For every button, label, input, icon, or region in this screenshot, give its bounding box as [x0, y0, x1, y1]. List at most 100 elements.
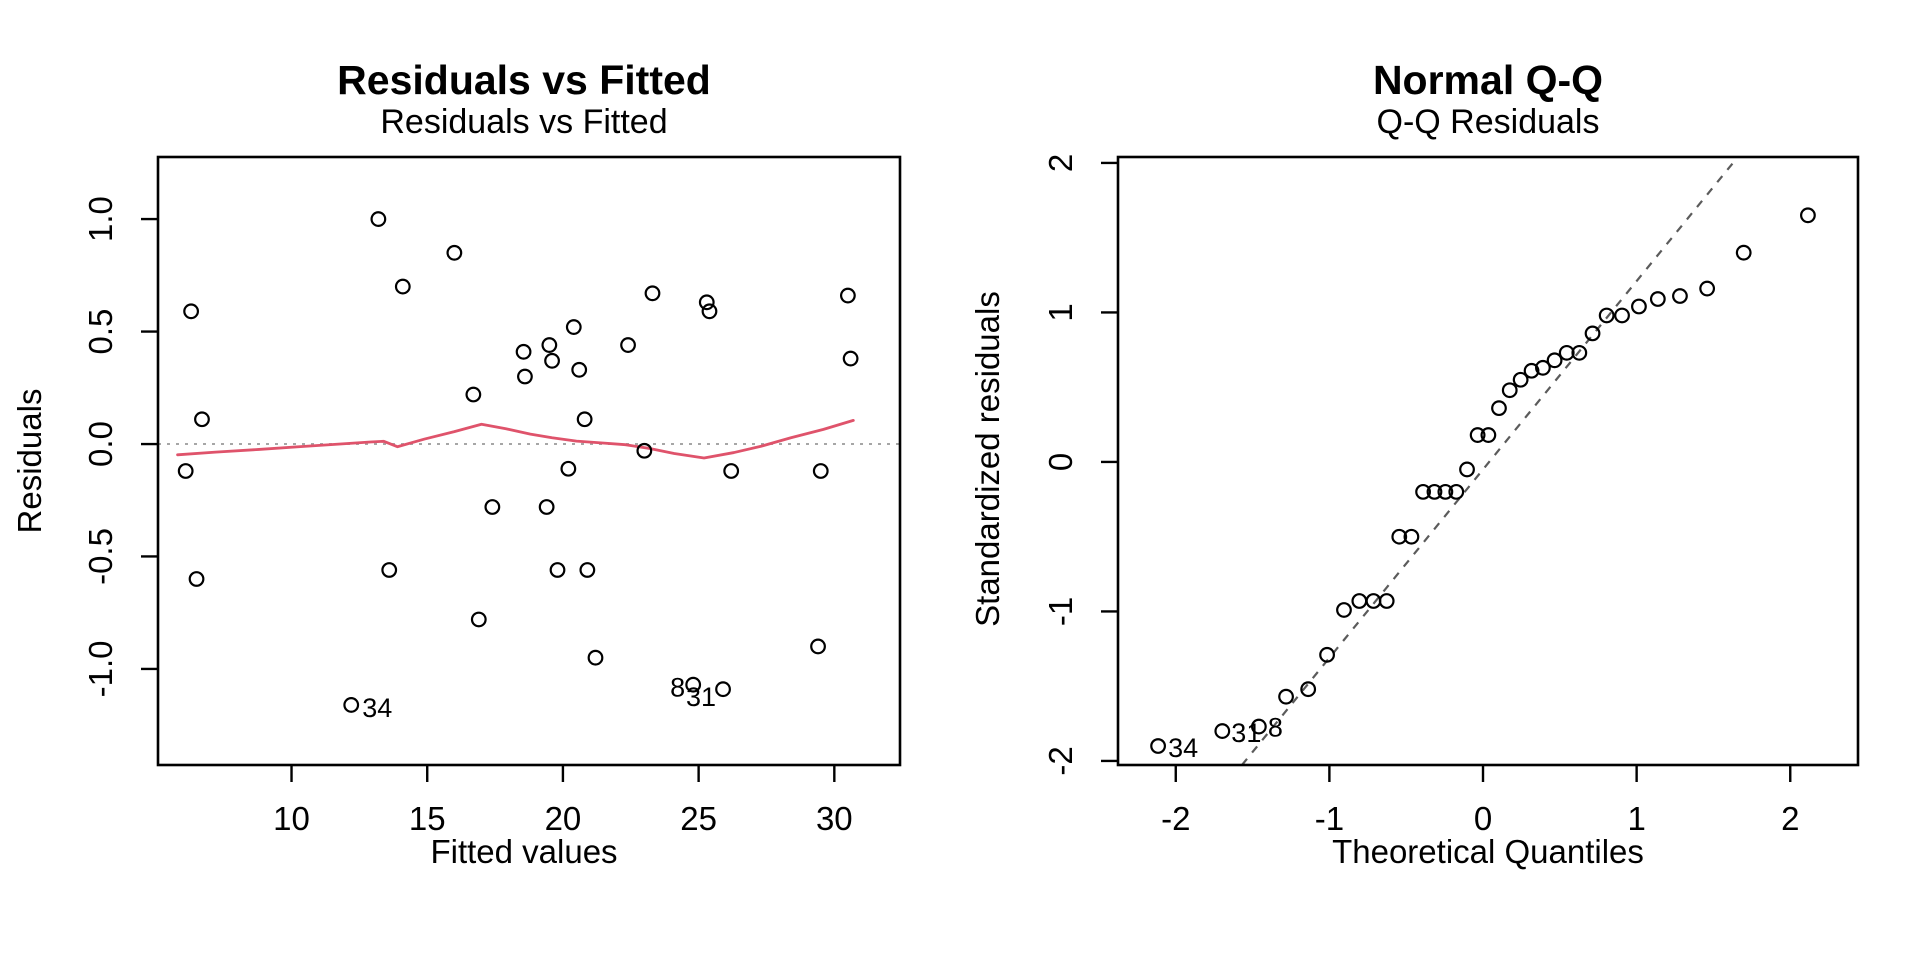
data-point	[1735, 244, 1752, 261]
data-point	[465, 386, 482, 403]
x-tick-label: 2	[1781, 800, 1799, 837]
data-point	[1535, 359, 1551, 376]
data-point	[381, 562, 398, 578]
right-plot-ylabel: Standardized residuals	[969, 291, 1006, 627]
data-point	[636, 442, 653, 459]
point-label: 8	[1268, 713, 1283, 743]
data-point	[1437, 483, 1454, 500]
x-tick-label: 10	[273, 800, 310, 837]
x-tick-label: 20	[545, 800, 582, 837]
data-point	[1800, 207, 1816, 224]
data-point	[177, 463, 194, 479]
data-point	[620, 337, 636, 353]
data-point	[1319, 646, 1335, 663]
plot-frame	[156, 155, 902, 767]
data-point	[1150, 738, 1166, 754]
data-point	[1672, 288, 1688, 304]
data-point	[698, 294, 715, 311]
data-point	[549, 562, 566, 578]
data-point	[685, 676, 702, 693]
right-plot-xlabel: Theoretical Quantiles	[1332, 833, 1644, 870]
data-point	[1415, 483, 1431, 500]
y-tick-label: 2	[1042, 154, 1079, 172]
data-point	[517, 368, 533, 385]
data-point	[470, 611, 487, 628]
data-point	[1391, 528, 1408, 545]
data-point	[812, 463, 829, 479]
data-point	[842, 350, 859, 367]
data-point	[1614, 307, 1630, 324]
left-plot-xlabel: Fitted values	[430, 833, 618, 870]
data-point	[1300, 681, 1317, 698]
data-point	[1448, 483, 1465, 500]
plot-frame	[1116, 155, 1860, 767]
left-plot-title: Residuals vs Fitted	[337, 57, 711, 103]
data-point	[1631, 298, 1647, 315]
y-tick-label: -1	[1042, 597, 1079, 626]
data-point	[715, 681, 731, 698]
data-point	[538, 499, 555, 515]
data-point	[579, 562, 596, 578]
data-point	[701, 303, 718, 320]
y-tick-label: 0.5	[82, 309, 119, 355]
y-tick-label: -1.0	[82, 641, 119, 698]
data-point	[1278, 688, 1294, 705]
data-point	[484, 499, 501, 515]
y-tick-label: 1.0	[82, 196, 119, 242]
data-point	[1598, 307, 1615, 324]
data-point	[541, 337, 558, 353]
data-point	[1365, 593, 1382, 609]
data-point	[1649, 291, 1666, 307]
y-tick-label: -2	[1042, 746, 1079, 775]
data-point	[1491, 400, 1507, 417]
data-point	[446, 244, 463, 261]
data-point	[194, 411, 210, 428]
data-point	[810, 638, 826, 655]
data-point	[183, 303, 200, 320]
x-tick-label: 15	[409, 800, 446, 837]
data-point	[1214, 723, 1231, 739]
data-point	[1250, 718, 1267, 735]
right-plot-subtitle: Q-Q Residuals	[1376, 103, 1600, 141]
data-point	[1699, 280, 1716, 297]
data-point	[571, 361, 588, 378]
y-tick-label: -0.5	[82, 528, 119, 585]
left-plot: 34 8 31 10 15 20 25 30 -1.0 -0.5 0.0 0.5 1.0	[82, 155, 902, 837]
data-point	[644, 285, 661, 302]
right-plot: 34 31 8 -2 -1 0 1 2 -2 -1 0 1 2	[1042, 154, 1860, 837]
data-point	[1426, 483, 1443, 500]
data-point	[1501, 382, 1518, 399]
data-point	[560, 460, 577, 477]
data-point	[544, 352, 560, 369]
data-point	[1584, 325, 1601, 342]
data-point	[1403, 528, 1420, 545]
point-label: 31	[1231, 718, 1261, 748]
data-point	[394, 278, 411, 295]
point-label: 34	[1168, 733, 1198, 763]
y-tick-label: 1	[1042, 303, 1079, 321]
y-tick-label: 0.0	[82, 421, 119, 467]
x-tick-label: 1	[1627, 800, 1645, 837]
data-point	[1378, 593, 1395, 609]
point-label: 34	[362, 693, 392, 723]
left-plot-ylabel: Residuals	[11, 388, 48, 534]
x-tick-label: 25	[680, 800, 717, 837]
data-point	[370, 211, 387, 227]
data-point	[1512, 371, 1529, 388]
data-point	[1351, 593, 1368, 609]
point-label: 31	[686, 682, 716, 712]
point-label: 8	[670, 673, 685, 703]
data-point	[1571, 344, 1588, 361]
data-point	[188, 571, 205, 587]
data-point	[587, 649, 604, 666]
x-tick-label: 0	[1474, 800, 1492, 837]
data-point	[1480, 427, 1497, 443]
x-tick-label: -1	[1315, 800, 1344, 837]
data-point	[1469, 427, 1486, 443]
data-point	[565, 319, 582, 335]
y-tick-label: 0	[1042, 453, 1079, 471]
data-point	[343, 697, 360, 713]
qq-reference-line	[1241, 156, 1739, 766]
data-point	[1523, 362, 1540, 379]
